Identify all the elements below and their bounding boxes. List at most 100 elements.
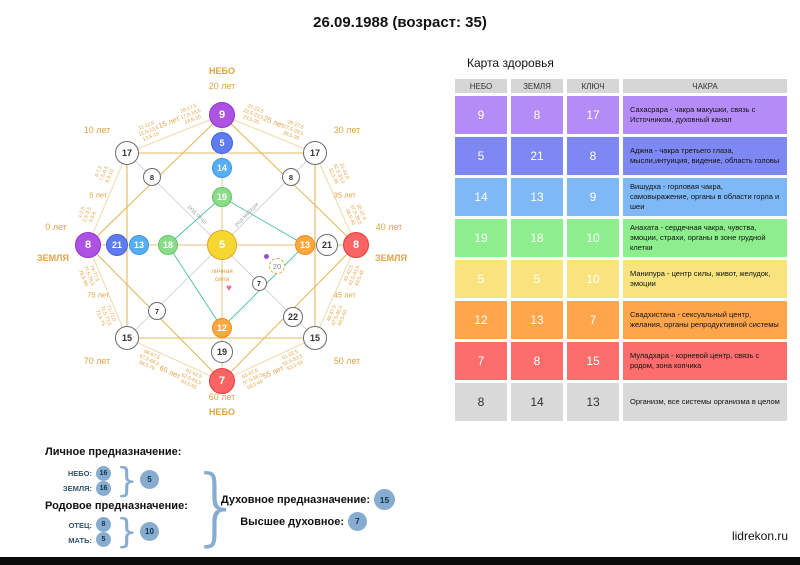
health-cell-chakra: Сахасрара - чакра макушки, связь с Источ… [623, 96, 787, 134]
health-cell-kluch: 9 [567, 178, 619, 216]
spiritual-value-circle: 15 [374, 489, 395, 510]
higher-spiritual-title: Высшее духовное: [240, 516, 344, 528]
diagram-label-personal-power: личная сила [211, 268, 233, 283]
page-title: 26.09.1988 (возраст: 35) [313, 14, 487, 31]
health-cell-kluch: 10 [567, 219, 619, 257]
health-table: НЕБО ЗЕМЛЯ КЛЮЧ ЧАКРА 9 8 17 Сахасрара - чакра … [455, 79, 791, 421]
diagram-label-sky-top: НЕБО [209, 66, 235, 76]
diagram-label-age-60: 60 лет [208, 392, 236, 402]
diagram-circle-b0: 12 [212, 318, 232, 338]
diagram-circle-r0: 13 [295, 235, 315, 255]
diagram-label-earth-left: ЗЕМЛЯ [37, 253, 69, 263]
father-value-circle: 8 [96, 517, 111, 532]
diagram-label-age-70: 70 лет [83, 356, 111, 366]
diagram-circle-k7: 7 [251, 275, 267, 291]
health-cell-nebo: 8 [455, 383, 507, 421]
diagram-circle-b2: 7 [209, 368, 235, 394]
health-map: Карта здоровья НЕБО ЗЕМЛЯ КЛЮЧ ЧАКРА 9 8 17 Сах… [455, 56, 791, 421]
health-cell-nebo: 12 [455, 301, 507, 339]
sky-label: НЕБО: [67, 469, 92, 478]
health-cell-chakra: Муладхара - корневой центр, связь с родо… [623, 342, 787, 380]
health-cell-zemlya: 21 [511, 137, 563, 175]
diagram-circle-se0: 15 [303, 326, 327, 350]
health-cell-chakra: Организм, все системы организма в целом [623, 383, 787, 421]
age-mark-label: 5 лет [89, 190, 108, 200]
diagram-circle-l3: 18 [158, 235, 178, 255]
family-destiny-title: Родовое предназначение: [45, 500, 188, 512]
diagram-circle-sw1: 7 [148, 302, 166, 320]
diagram-circle-se1: 22 [283, 307, 303, 327]
age-mark-label: 45 лет [333, 290, 356, 300]
health-cell-kluch: 8 [567, 137, 619, 175]
health-header: ЗЕМЛЯ [511, 79, 563, 93]
health-cell-chakra: Свадхистана - сексуальный центр, желания… [623, 301, 787, 339]
diagram-label-age-20: 20 лет [208, 81, 236, 91]
personal-destiny-title: Личное предназначение: [45, 446, 182, 458]
higher-spiritual-circle: 7 [348, 512, 367, 531]
diagram-circle-ne1: 8 [282, 168, 300, 186]
health-cell-zemlya: 5 [511, 260, 563, 298]
diagram-circle-t2: 14 [212, 158, 232, 178]
spiritual-brace: } [190, 457, 244, 555]
diagram-label-age-40: 40 лет [375, 222, 403, 232]
heart-icon: ♥ [226, 283, 232, 294]
family-brace: } [116, 512, 138, 552]
health-cell-nebo: 5 [455, 260, 507, 298]
diagram-label-age-50: 50 лет [333, 356, 361, 366]
health-cell-kluch: 13 [567, 383, 619, 421]
earth-value-circle: 16 [96, 481, 111, 496]
diagram-circle-r1: 21 [316, 234, 338, 256]
health-cell-zemlya: 18 [511, 219, 563, 257]
health-map-title: Карта здоровья [467, 56, 554, 70]
diagram-circle-t1: 5 [211, 132, 233, 154]
health-cell-chakra: Вишудха - горловая чакра, самовыражение,… [623, 178, 787, 216]
family-result-circle: 10 [140, 522, 159, 541]
health-cell-kluch: 10 [567, 260, 619, 298]
site-watermark: lidrekon.ru [731, 529, 788, 543]
purple-dot-icon [264, 254, 269, 259]
health-cell-zemlya: 13 [511, 178, 563, 216]
diagram-circle-l0: 8 [75, 232, 101, 258]
diagram-label-age-30: 30 лет [333, 125, 361, 135]
diagram-label-age-0: 0 лет [45, 222, 67, 232]
health-cell-kluch: 15 [567, 342, 619, 380]
health-cell-zemlya: 13 [511, 301, 563, 339]
diagram-circle-nw1: 8 [143, 168, 161, 186]
diagram-circle-b1: 19 [211, 341, 233, 363]
health-cell-kluch: 17 [567, 96, 619, 134]
health-cell-nebo: 19 [455, 219, 507, 257]
health-cell-nebo: 14 [455, 178, 507, 216]
diagram-label-sky-bottom: НЕБО [209, 407, 235, 417]
diagram-circle-k20: 20 [269, 258, 285, 274]
health-cell-nebo: 9 [455, 96, 507, 134]
diagram-circle-t3: 19 [212, 187, 232, 207]
health-cell-chakra: Анахата - сердечная чакра, чувства, эмоц… [623, 219, 787, 257]
health-cell-zemlya: 8 [511, 342, 563, 380]
health-cell-nebo: 5 [455, 137, 507, 175]
age-mark-label: 35 лет [333, 190, 356, 200]
diagram-circle-nw0: 17 [115, 141, 139, 165]
health-cell-nebo: 7 [455, 342, 507, 380]
diagram-circle-ne0: 17 [303, 141, 327, 165]
health-cell-zemlya: 14 [511, 383, 563, 421]
spiritual-destiny-title: Духовное предназначение: [220, 494, 370, 506]
diagram-circle-l1: 21 [106, 234, 128, 256]
bottom-bar [0, 557, 800, 565]
personal-result-circle: 5 [140, 470, 159, 489]
health-cell-zemlya: 8 [511, 96, 563, 134]
diagram-circle-r2: 8 [343, 232, 369, 258]
father-label: ОТЕЦ: [68, 521, 92, 530]
earth-label: ЗЕМЛЯ: [62, 484, 92, 493]
mother-label: МАТЬ: [68, 536, 92, 545]
diagram-label-age-10: 10 лет [83, 125, 111, 135]
sky-value-circle: 16 [96, 466, 111, 481]
diagram-circle-c: 5 [207, 230, 237, 260]
personal-brace: } [116, 461, 138, 501]
health-cell-chakra: Аджна - чакра третьего глаза, мысли,инту… [623, 137, 787, 175]
diagram-circle-sw0: 15 [115, 326, 139, 350]
health-header: ЧАКРА [623, 79, 787, 93]
age-mark-label: 75 лет [87, 290, 110, 300]
mother-value-circle: 5 [96, 532, 111, 547]
diagram-circle-t0: 9 [209, 102, 235, 128]
